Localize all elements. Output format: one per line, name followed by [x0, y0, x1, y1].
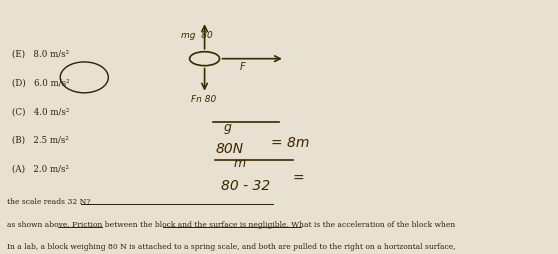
Text: (B)   2.5 m/s²: (B) 2.5 m/s²: [12, 136, 69, 145]
Text: = 8m: = 8m: [271, 136, 310, 150]
Text: as shown above. Friction between the block and the surface is negligible. What i: as shown above. Friction between the blo…: [7, 220, 455, 229]
Text: (E)   8.0 m/s²: (E) 8.0 m/s²: [12, 50, 69, 59]
Text: (C)   4.0 m/s²: (C) 4.0 m/s²: [12, 107, 69, 116]
Text: g: g: [223, 121, 231, 134]
Text: Fn 80: Fn 80: [191, 95, 217, 104]
Text: 80N: 80N: [215, 142, 243, 156]
Text: m: m: [234, 157, 246, 170]
Text: F: F: [239, 62, 245, 72]
Text: mg  80: mg 80: [181, 31, 212, 40]
Text: (A)   2.0 m/s²: (A) 2.0 m/s²: [12, 165, 69, 173]
Text: (D)   6.0 m/s²: (D) 6.0 m/s²: [12, 78, 70, 88]
Text: =: =: [293, 172, 305, 186]
Text: In a lab, a block weighing 80 N is attached to a spring scale, and both are pull: In a lab, a block weighing 80 N is attac…: [7, 243, 455, 251]
Text: 80 - 32: 80 - 32: [220, 180, 270, 194]
Text: the scale reads 32 N?: the scale reads 32 N?: [7, 198, 90, 206]
